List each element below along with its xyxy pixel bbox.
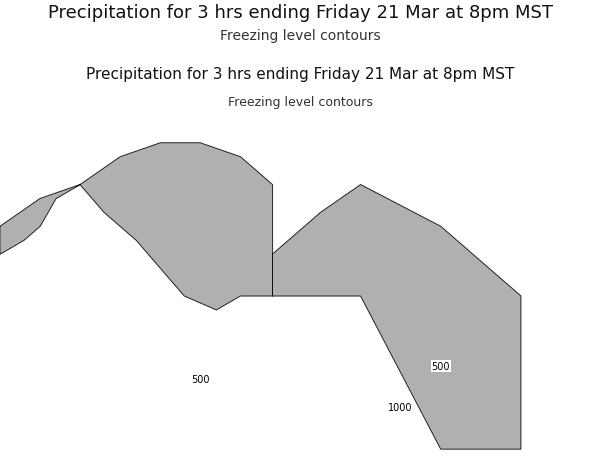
Text: 500: 500 — [191, 375, 210, 385]
Polygon shape — [272, 185, 521, 449]
Text: Freezing level contours: Freezing level contours — [220, 29, 381, 43]
Text: Precipitation for 3 hrs ending Friday 21 Mar at 8pm MST: Precipitation for 3 hrs ending Friday 21… — [87, 67, 514, 81]
Text: Freezing level contours: Freezing level contours — [228, 95, 373, 108]
Polygon shape — [0, 144, 272, 310]
Text: Precipitation for 3 hrs ending Friday 21 Mar at 8pm MST: Precipitation for 3 hrs ending Friday 21… — [48, 4, 553, 22]
Text: 500: 500 — [432, 361, 450, 371]
Text: 1000: 1000 — [388, 402, 413, 413]
